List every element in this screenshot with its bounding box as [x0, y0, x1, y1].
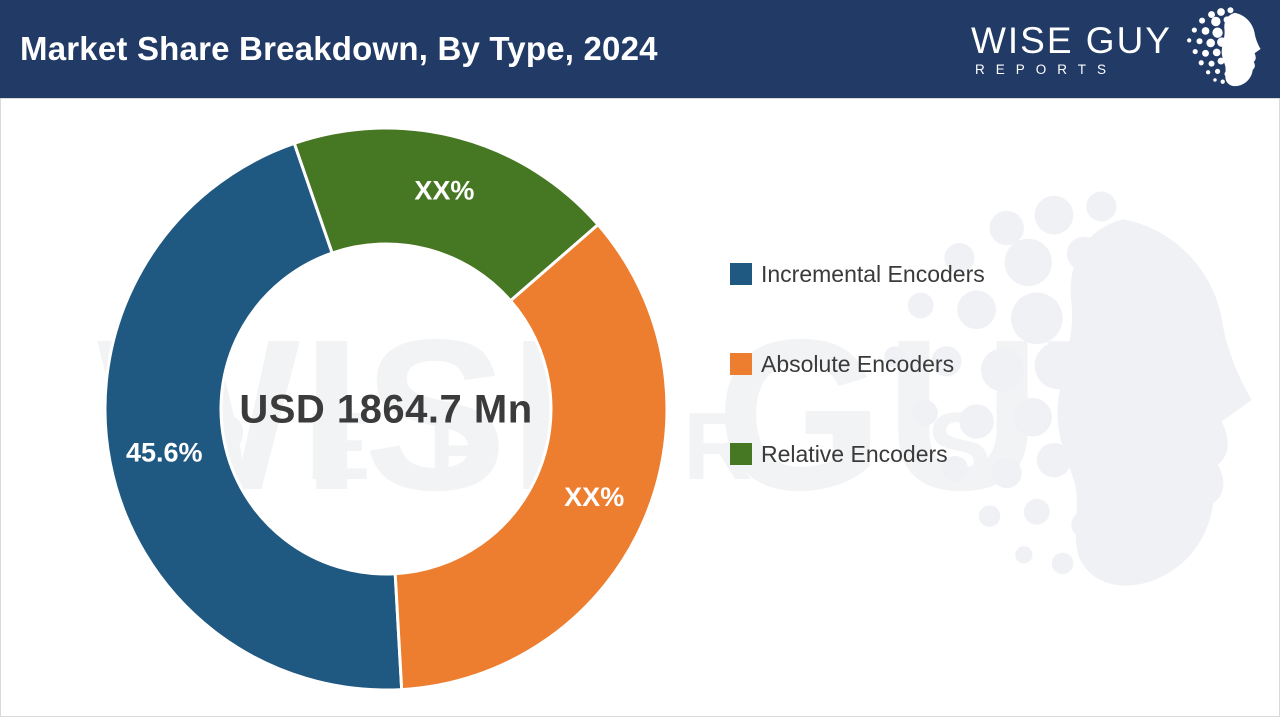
- donut-segment-relative-encoders: [292, 126, 600, 303]
- logo-wordmark: WISE GUY: [970, 19, 1172, 61]
- legend-item-incremental-encoders: Incremental Encoders: [730, 262, 985, 286]
- slice-percentage-label: XX%: [564, 482, 624, 512]
- legend-label: Incremental Encoders: [761, 261, 985, 287]
- wiseguy-head-icon: [1178, 6, 1264, 92]
- legend-item-absolute-encoders: Absolute Encoders: [730, 352, 985, 376]
- wiseguy-logo: WISE GUY REPORTS: [971, 6, 1264, 92]
- legend-swatch-icon: [730, 353, 752, 375]
- logo-subtext: REPORTS: [974, 61, 1117, 77]
- donut-chart: 45.6% XX% XX%: [103, 126, 669, 692]
- page-title: Market Share Breakdown, By Type, 2024: [20, 30, 658, 67]
- slice-percentage-label: XX%: [414, 176, 474, 206]
- header-bar: Market Share Breakdown, By Type, 2024 WI…: [0, 0, 1280, 98]
- center-value-label: USD 1864.7 Mn: [239, 387, 533, 432]
- chart-area: WISE GUY REPORTS 45.6%XX%XX% USD 1864.7 …: [0, 98, 1280, 717]
- legend-swatch-icon: [730, 263, 752, 285]
- donut-segment-incremental-encoders: [103, 141, 404, 692]
- legend-label: Absolute Encoders: [761, 351, 955, 377]
- legend-swatch-icon: [730, 443, 752, 465]
- legend-item-relative-encoders: Relative Encoders: [730, 442, 985, 466]
- legend-label: Relative Encoders: [761, 441, 948, 467]
- donut-segment-absolute-encoders: [393, 223, 669, 692]
- legend: Incremental Encoders Absolute Encoders R…: [730, 262, 985, 532]
- slice-percentage-label: 45.6%: [126, 438, 203, 468]
